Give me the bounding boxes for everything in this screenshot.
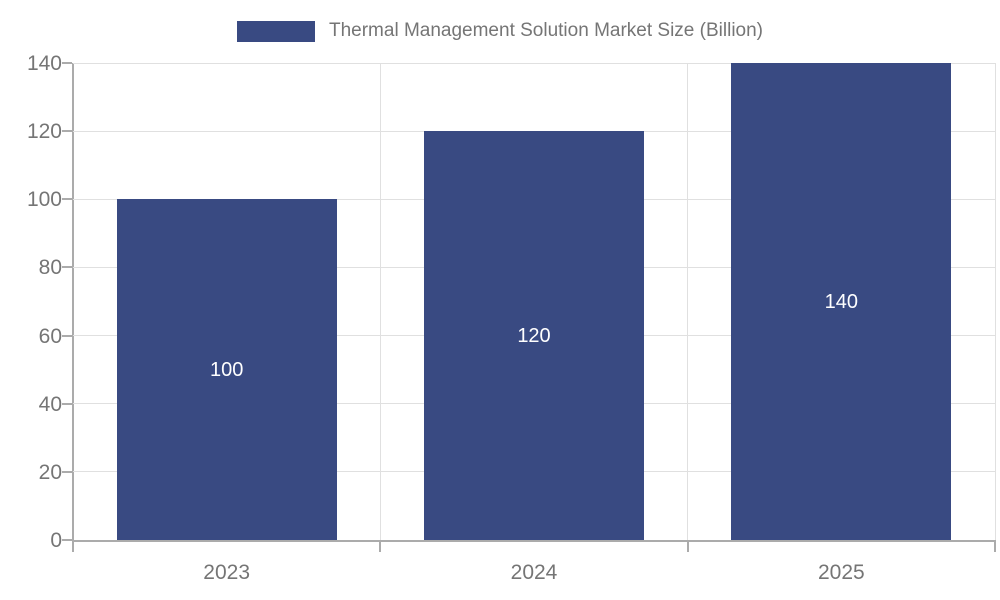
- bar-2023[interactable]: 100: [116, 199, 337, 540]
- x-boundary-gridline-3: [994, 63, 996, 540]
- y-tick-20: [62, 470, 72, 473]
- plot-area: 100 120 140: [62, 62, 996, 552]
- y-tick-0: [62, 539, 72, 541]
- x-tick-1: [379, 542, 382, 552]
- x-tick-label-2023: 2023: [203, 561, 251, 584]
- y-tick-label-40: 40: [38, 392, 62, 416]
- y-gridline-140: [73, 62, 995, 64]
- x-tick-label-2024: 2024: [510, 561, 558, 584]
- bar-2024[interactable]: 120: [424, 131, 644, 540]
- x-tick-0: [72, 542, 74, 552]
- x-tick-2: [686, 542, 689, 552]
- bar-value-label-2024: 120: [517, 324, 551, 347]
- y-tick-label-0: 0: [50, 529, 62, 552]
- legend-swatch: [236, 20, 315, 42]
- x-tick-3: [994, 542, 996, 552]
- x-axis-line: [72, 540, 996, 542]
- y-tick-label-140: 140: [26, 52, 62, 75]
- y-tick-label-100: 100: [26, 188, 62, 212]
- bar-value-label-2023: 100: [209, 358, 244, 381]
- y-tick-120: [62, 130, 72, 133]
- x-boundary-gridline-2: [687, 63, 689, 540]
- y-tick-label-60: 60: [38, 324, 62, 348]
- y-tick-label-80: 80: [38, 256, 62, 280]
- y-tick-140: [62, 62, 72, 64]
- y-tick-label-120: 120: [26, 120, 62, 144]
- bar-value-label-2025: 140: [824, 290, 859, 313]
- legend-label: Thermal Management Solution Market Size …: [328, 20, 763, 41]
- y-tick-label-20: 20: [38, 460, 62, 484]
- y-tick-40: [62, 402, 72, 405]
- y-axis-line: [72, 63, 74, 542]
- x-boundary-gridline-1: [379, 63, 381, 540]
- y-tick-100: [62, 198, 72, 201]
- y-tick-60: [62, 334, 72, 337]
- y-tick-80: [62, 266, 72, 269]
- x-tick-label-2025: 2025: [817, 561, 865, 584]
- legend[interactable]: Thermal Management Solution Market Size …: [0, 14, 1000, 48]
- bar-2025[interactable]: 140: [731, 63, 952, 540]
